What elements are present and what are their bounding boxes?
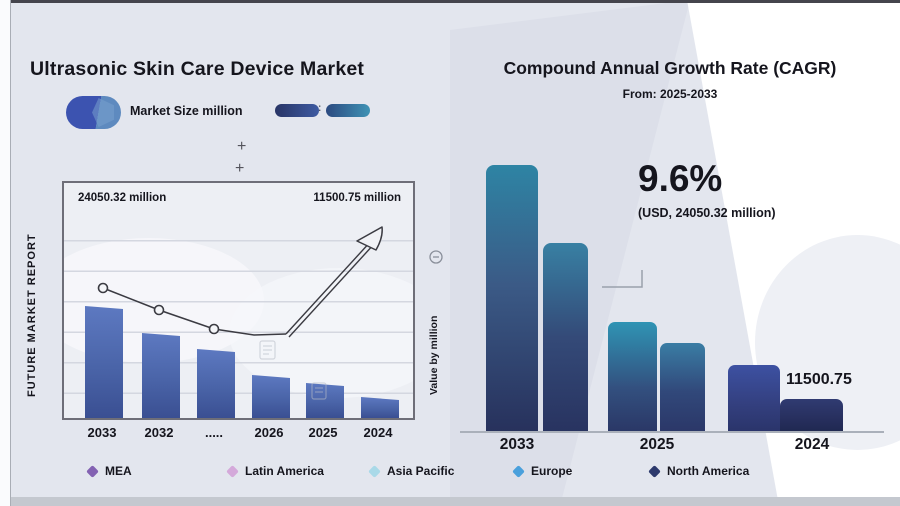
x-label-2026: 2026 <box>254 425 284 440</box>
arrow-shaft <box>288 242 376 338</box>
dark-pill-icon <box>275 104 319 117</box>
legend-item-latin-america: Latin America <box>226 464 324 478</box>
trend-line-and-arrow <box>97 226 383 400</box>
pill-separator: : <box>318 103 322 114</box>
legend-label: MEA <box>105 464 132 478</box>
market-size-bar-2033 <box>85 306 123 418</box>
legend-item-asia-pacific: Asia Pacific <box>368 464 455 478</box>
legend-marker-icon <box>512 464 525 478</box>
legend-item-europe: Europe <box>512 464 573 478</box>
market-size-bar-2026 <box>252 375 290 418</box>
legend-marker-icon <box>368 464 381 478</box>
legend-item-mea: MEA <box>86 464 132 478</box>
cagr-header: Compound Annual Growth Rate (CAGR) From:… <box>452 58 888 101</box>
cagr-x-label-2025: 2025 <box>639 436 675 453</box>
bar-annotation-11500: 11500.75 <box>786 371 852 388</box>
value-label-2024: 11500.75 million <box>313 192 401 204</box>
bottom-border-strip <box>0 497 900 506</box>
legend-item-north-america: North America <box>648 464 750 478</box>
teal-pill-icon <box>326 104 370 117</box>
market-size-x-axis: 2033 2032..... 2026 2025 2024 <box>62 425 415 443</box>
arrow-head <box>356 226 383 251</box>
left-border-strip <box>0 0 11 506</box>
region-legend: MEA Latin America Asia Pacific Europe North … <box>0 464 900 484</box>
market-size-legend-label: Market Size million <box>130 104 243 118</box>
cagr-bar-2033-a <box>486 165 538 432</box>
market-size-bar-..... <box>197 349 235 418</box>
cagr-axis-line <box>460 431 884 433</box>
capsule-icon <box>66 96 121 129</box>
legend-label: Latin America <box>245 464 324 478</box>
cagr-x-label-2033: 2033 <box>499 436 535 453</box>
page-title: Ultrasonic Skin Care Device Market <box>30 58 365 80</box>
circle-minus-icon <box>429 250 443 269</box>
step-line-decoration <box>602 270 643 288</box>
plus-mark-icon: + <box>235 160 245 177</box>
x-label-2032: 2032 <box>144 425 174 440</box>
cagr-bar-2025-b <box>660 343 705 432</box>
ghost-document-icon <box>259 340 327 400</box>
market-size-bar-2032 <box>142 333 180 418</box>
capsule-facet <box>92 98 114 127</box>
legend-marker-icon <box>86 464 99 478</box>
arrow-shaft <box>285 239 373 335</box>
cagr-x-label-2024: 2024 <box>794 436 830 453</box>
legend-label: North America <box>667 464 750 478</box>
x-label-2033: 2033 <box>87 425 117 440</box>
legend-marker-icon <box>648 464 661 478</box>
cagr-bar-2025-a <box>608 322 657 432</box>
legend-label: Asia Pacific <box>387 464 455 478</box>
legend-marker-icon <box>226 464 239 478</box>
market-size-chart: 24050.32 million 11500.75 million <box>62 181 415 420</box>
cagr-bar-2024-b <box>780 399 843 432</box>
cagr-title: Compound Annual Growth Rate (CAGR) <box>503 58 837 78</box>
market-size-bars <box>64 183 413 418</box>
plus-mark-icon: + <box>237 138 247 155</box>
x-label-2025: 2025 <box>308 425 338 440</box>
cagr-caption: (USD, 24050.32 million) <box>638 206 776 220</box>
legend-label: Europe <box>531 464 573 478</box>
x-label-2024: 2024 <box>363 425 393 440</box>
trend-markers <box>97 282 220 335</box>
top-border-line <box>0 0 900 3</box>
market-size-bar-2024 <box>361 397 399 418</box>
value-label-2033: 24050.32 million <box>78 192 167 204</box>
cagr-value: 9.6% <box>638 158 723 199</box>
cagr-subtitle: From: 2025-2033 <box>622 87 718 101</box>
x-label-.....: ..... <box>204 425 224 440</box>
cagr-bar-2024-a <box>728 365 780 432</box>
cagr-bar-2033-b <box>543 243 588 432</box>
